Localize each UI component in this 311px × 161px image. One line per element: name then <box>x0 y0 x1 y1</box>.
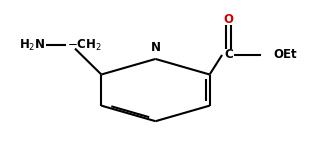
Text: H$_2$N: H$_2$N <box>19 38 46 53</box>
Text: C: C <box>224 48 233 62</box>
Text: $-$CH$_2$: $-$CH$_2$ <box>67 38 102 53</box>
Text: OEt: OEt <box>273 48 297 62</box>
Text: O: O <box>223 13 233 26</box>
Text: N: N <box>151 41 160 54</box>
